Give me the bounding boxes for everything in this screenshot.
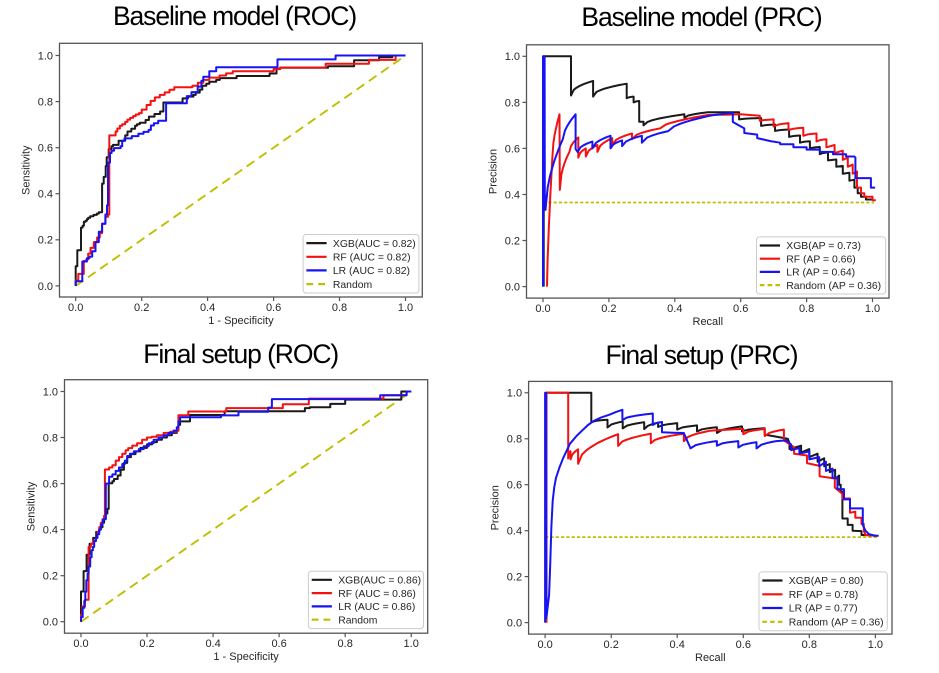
- svg-text:XGB(AP = 0.80): XGB(AP = 0.80): [789, 576, 864, 587]
- svg-text:0.0: 0.0: [73, 638, 88, 650]
- svg-text:0.8: 0.8: [802, 639, 817, 651]
- svg-text:0.0: 0.0: [38, 281, 53, 293]
- svg-text:0.6: 0.6: [736, 639, 751, 651]
- svg-text:0.6: 0.6: [266, 302, 281, 314]
- svg-text:0.6: 0.6: [507, 480, 522, 492]
- svg-text:Precision: Precision: [488, 149, 500, 194]
- svg-text:XGB(AP = 0.73): XGB(AP = 0.73): [786, 241, 861, 252]
- svg-text:LR (AP = 0.64): LR (AP = 0.64): [786, 268, 855, 279]
- svg-text:0.2: 0.2: [134, 302, 149, 314]
- svg-text:Baseline model (PRC): Baseline model (PRC): [581, 2, 821, 32]
- svg-text:0.4: 0.4: [200, 302, 215, 314]
- svg-text:LR (AP = 0.77): LR (AP = 0.77): [789, 604, 858, 615]
- svg-text:0.6: 0.6: [271, 638, 286, 650]
- svg-text:Recall: Recall: [695, 652, 726, 664]
- svg-text:Final setup (ROC): Final setup (ROC): [143, 339, 338, 369]
- svg-text:0.2: 0.2: [604, 639, 619, 651]
- svg-text:0.0: 0.0: [505, 282, 520, 294]
- svg-text:1.0: 1.0: [505, 51, 520, 63]
- svg-text:0.4: 0.4: [670, 639, 685, 651]
- svg-text:0.4: 0.4: [505, 189, 520, 201]
- svg-text:0.6: 0.6: [505, 143, 520, 155]
- svg-text:0.0: 0.0: [68, 302, 83, 314]
- svg-text:0.8: 0.8: [38, 97, 53, 109]
- svg-text:0.6: 0.6: [38, 143, 53, 155]
- svg-text:1.0: 1.0: [507, 388, 522, 400]
- svg-text:RF (AUC = 0.86): RF (AUC = 0.86): [338, 589, 416, 600]
- svg-text:Random: Random: [333, 280, 372, 291]
- svg-text:Baseline model (ROC): Baseline model (ROC): [113, 1, 356, 31]
- svg-text:Recall: Recall: [693, 316, 724, 328]
- svg-text:0.2: 0.2: [601, 303, 616, 315]
- svg-text:Random (AP = 0.36): Random (AP = 0.36): [789, 618, 884, 629]
- svg-text:0.8: 0.8: [799, 303, 814, 315]
- svg-text:1 - Specificity: 1 - Specificity: [213, 651, 279, 663]
- svg-text:RF (AP = 0.78): RF (AP = 0.78): [789, 590, 858, 601]
- svg-text:LR (AUC = 0.82): LR (AUC = 0.82): [333, 266, 410, 277]
- svg-text:1.0: 1.0: [868, 639, 883, 651]
- svg-text:0.2: 0.2: [139, 638, 154, 650]
- svg-text:0.6: 0.6: [43, 479, 58, 491]
- svg-text:0.0: 0.0: [535, 303, 550, 315]
- svg-text:0.8: 0.8: [43, 432, 58, 444]
- svg-text:0.4: 0.4: [205, 638, 220, 650]
- svg-text:0.0: 0.0: [507, 618, 522, 630]
- svg-text:0.8: 0.8: [505, 97, 520, 109]
- svg-text:RF (AP = 0.66): RF (AP = 0.66): [786, 254, 855, 265]
- svg-text:1.0: 1.0: [404, 638, 419, 650]
- svg-text:1 - Specificity: 1 - Specificity: [208, 315, 274, 327]
- svg-text:Final setup (PRC): Final setup (PRC): [606, 340, 798, 370]
- svg-text:XGB(AUC = 0.86): XGB(AUC = 0.86): [338, 576, 421, 587]
- svg-text:Random (AP = 0.36): Random (AP = 0.36): [786, 281, 881, 292]
- svg-text:0.0: 0.0: [43, 617, 58, 629]
- svg-text:1.0: 1.0: [43, 386, 58, 398]
- svg-text:0.8: 0.8: [507, 434, 522, 446]
- svg-text:0.6: 0.6: [733, 303, 748, 315]
- svg-text:Sensitivity: Sensitivity: [26, 481, 38, 531]
- svg-text:1.0: 1.0: [38, 50, 53, 62]
- svg-text:0.4: 0.4: [43, 525, 58, 537]
- svg-text:Precision: Precision: [490, 485, 502, 530]
- svg-text:0.8: 0.8: [332, 302, 347, 314]
- svg-text:0.4: 0.4: [667, 303, 682, 315]
- svg-text:1.0: 1.0: [398, 302, 413, 314]
- svg-text:0.4: 0.4: [38, 189, 53, 201]
- svg-text:0.2: 0.2: [507, 572, 522, 584]
- svg-text:0.2: 0.2: [38, 235, 53, 247]
- svg-text:XGB(AUC = 0.82): XGB(AUC = 0.82): [333, 239, 416, 250]
- svg-text:LR (AUC = 0.86): LR (AUC = 0.86): [338, 602, 415, 613]
- svg-text:0.2: 0.2: [505, 235, 520, 247]
- svg-text:Random: Random: [338, 615, 377, 626]
- svg-text:0.2: 0.2: [43, 571, 58, 583]
- svg-text:1.0: 1.0: [865, 303, 880, 315]
- svg-text:0.4: 0.4: [507, 526, 522, 538]
- svg-text:0.0: 0.0: [537, 639, 552, 651]
- svg-text:RF (AUC = 0.82): RF (AUC = 0.82): [333, 253, 411, 264]
- svg-text:Sensitivity: Sensitivity: [21, 145, 33, 195]
- svg-text:0.8: 0.8: [338, 638, 353, 650]
